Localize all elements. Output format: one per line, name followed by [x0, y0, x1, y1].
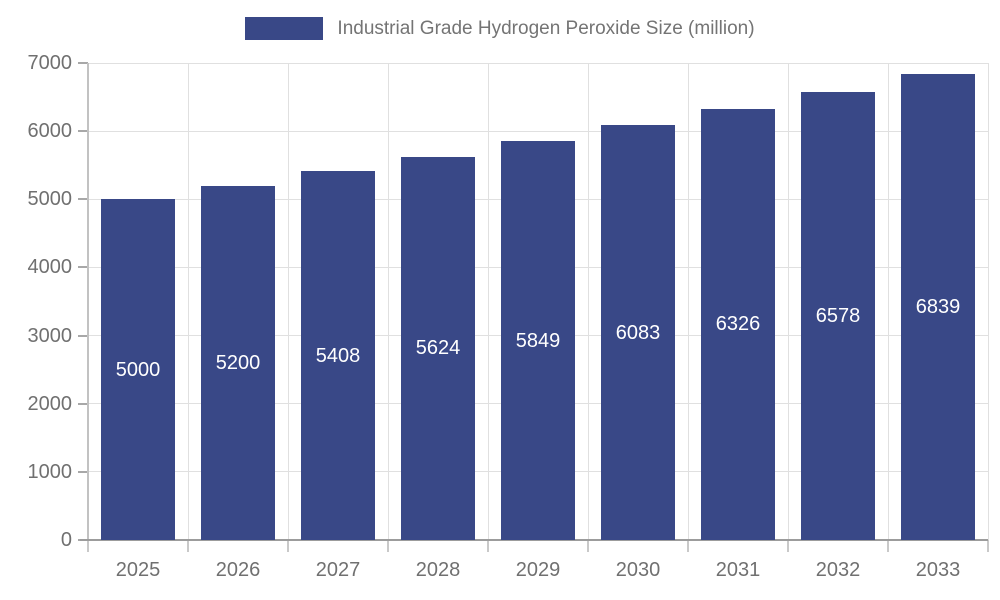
x-axis-tick — [687, 540, 689, 552]
x-axis-tick — [387, 540, 389, 552]
y-tick-label: 6000 — [27, 120, 73, 143]
y-axis-tick — [78, 402, 88, 405]
y-axis-tick — [78, 198, 88, 201]
bar[interactable]: 5408 — [301, 171, 375, 540]
y-gridline — [88, 130, 988, 132]
y-tick-label: 5000 — [27, 188, 73, 211]
bar-value-label: 6578 — [815, 304, 861, 327]
y-axis-tick — [78, 334, 88, 337]
y-axis-tick — [78, 62, 88, 64]
x-gridline — [987, 63, 989, 540]
bar-value-label: 6839 — [915, 295, 961, 318]
legend-swatch — [245, 17, 324, 40]
x-axis-tick — [787, 540, 789, 552]
x-tick-label: 2032 — [815, 559, 861, 581]
bar[interactable]: 6326 — [701, 108, 775, 540]
x-tick-label: 2028 — [415, 559, 461, 581]
bar[interactable]: 5624 — [401, 156, 475, 540]
x-axis-line — [80, 539, 988, 541]
y-tick-label: 0 — [60, 529, 72, 551]
x-gridline — [887, 63, 889, 540]
legend-label: Industrial Grade Hydrogen Peroxide Size … — [337, 17, 755, 39]
legend[interactable]: Industrial Grade Hydrogen Peroxide Size … — [0, 17, 1000, 40]
bar[interactable]: 6083 — [601, 125, 675, 540]
x-gridline — [387, 63, 389, 540]
x-axis-tick — [987, 540, 989, 552]
bar-value-label: 5200 — [215, 351, 261, 374]
x-axis-tick — [287, 540, 289, 552]
bar-value-label: 5849 — [515, 329, 561, 352]
bar[interactable]: 5200 — [201, 185, 275, 540]
x-gridline — [787, 63, 789, 540]
bar[interactable]: 6839 — [901, 73, 975, 540]
x-tick-label: 2033 — [915, 559, 961, 581]
x-axis-tick — [887, 540, 889, 552]
y-tick-label: 7000 — [27, 52, 73, 74]
x-tick-label: 2025 — [115, 559, 161, 581]
bar[interactable]: 5849 — [501, 141, 575, 540]
x-axis-tick — [487, 540, 489, 552]
y-axis-tick — [78, 266, 88, 269]
y-tick-label: 4000 — [27, 256, 73, 279]
x-gridline — [287, 63, 289, 540]
y-axis-tick — [78, 470, 88, 473]
y-axis-line — [87, 63, 89, 540]
x-gridline — [587, 63, 589, 540]
x-axis-tick — [87, 540, 89, 552]
x-axis-tick — [587, 540, 589, 552]
y-tick-label: 1000 — [27, 460, 73, 483]
bar-value-label: 6326 — [715, 313, 761, 336]
x-gridline — [187, 63, 189, 540]
bar[interactable]: 5000 — [101, 199, 175, 540]
bar[interactable]: 6578 — [801, 91, 875, 540]
x-tick-label: 2029 — [515, 559, 561, 581]
x-gridline — [687, 63, 689, 540]
x-axis-tick — [187, 540, 189, 552]
y-tick-label: 2000 — [27, 392, 73, 415]
bar-value-label: 5408 — [315, 344, 361, 367]
x-tick-label: 2030 — [615, 559, 661, 581]
bar-value-label: 5624 — [415, 337, 461, 360]
y-gridline — [88, 62, 988, 64]
y-tick-label: 3000 — [27, 324, 73, 347]
bar-value-label: 5000 — [115, 358, 161, 381]
x-tick-label: 2026 — [215, 559, 261, 581]
y-axis-tick — [78, 130, 88, 133]
x-tick-label: 2031 — [715, 559, 761, 581]
bar-value-label: 6083 — [615, 321, 661, 344]
x-tick-label: 2027 — [315, 559, 361, 581]
x-gridline — [487, 63, 489, 540]
